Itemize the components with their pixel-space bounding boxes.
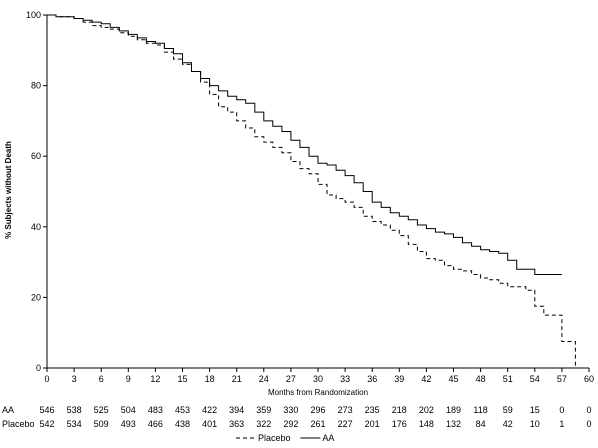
risk-count: 509 [94,419,109,429]
risk-count: 493 [121,419,136,429]
risk-count: 322 [256,419,271,429]
x-axis-ticks: 0 3 6 9 12 15 18 21 24 27 30 33 36 39 42 45 48 51 54 57 60 [44,368,594,384]
risk-table: AA 546 538 525 504 483 453 422 394 359 330 296 273 23… [2,405,592,429]
y-tick-label: 0 [36,363,41,373]
x-tick-label: 30 [313,374,323,384]
series-line-aa [47,14,562,275]
risk-count: 201 [365,419,380,429]
risk-count: 235 [365,405,380,415]
risk-count: 296 [310,405,325,415]
x-tick-label: 6 [99,374,104,384]
legend-label-placebo: Placebo [258,433,291,443]
risk-count: 546 [39,405,54,415]
risk-count: 261 [310,419,325,429]
series-layer [47,14,576,368]
x-tick-label: 15 [177,374,187,384]
risk-count: 453 [175,405,190,415]
risk-count: 394 [229,405,244,415]
risk-count: 359 [256,405,271,415]
risk-count: 189 [446,405,461,415]
risk-count: 542 [39,419,54,429]
risk-count: 483 [148,405,163,415]
legend: Placebo AA [236,433,334,443]
risk-count: 176 [392,419,407,429]
risk-count: 0 [559,405,564,415]
risk-row-label: Placebo [2,419,35,429]
x-tick-label: 51 [503,374,513,384]
y-tick-label: 80 [31,81,41,91]
risk-count: 148 [419,419,434,429]
x-tick-label: 9 [126,374,131,384]
risk-count: 10 [530,419,540,429]
legend-label-aa: AA [322,433,334,443]
x-tick-label: 21 [232,374,242,384]
risk-row-label: AA [2,405,14,415]
risk-count: 538 [67,405,82,415]
x-tick-label: 57 [557,374,567,384]
x-tick-label: 48 [476,374,486,384]
x-tick-label: 18 [205,374,215,384]
x-tick-label: 27 [286,374,296,384]
risk-count: 0 [586,419,591,429]
risk-count: 401 [202,419,217,429]
risk-count: 525 [94,405,109,415]
x-tick-label: 39 [394,374,404,384]
risk-count: 132 [446,419,461,429]
risk-count: 84 [476,419,486,429]
y-tick-label: 60 [31,151,41,161]
risk-count: 363 [229,419,244,429]
risk-count: 438 [175,419,190,429]
x-tick-label: 3 [72,374,77,384]
risk-count: 504 [121,405,136,415]
risk-count: 42 [503,419,513,429]
y-axis-title: % Subjects without Death [4,141,13,239]
risk-count: 227 [338,419,353,429]
risk-count: 422 [202,405,217,415]
y-tick-label: 100 [26,10,41,20]
x-tick-label: 60 [584,374,594,384]
risk-count: 59 [503,405,513,415]
risk-count: 273 [338,405,353,415]
risk-count: 0 [586,405,591,415]
series-line-placebo [47,14,576,368]
y-tick-label: 20 [31,292,41,302]
risk-count: 292 [283,419,298,429]
x-axis-title: Months from Randomization [268,388,368,397]
x-tick-label: 36 [367,374,377,384]
risk-count: 466 [148,419,163,429]
risk-count: 118 [473,405,487,415]
risk-count: 330 [283,405,298,415]
risk-count: 218 [392,405,407,415]
x-tick-label: 54 [530,374,540,384]
risk-count: 202 [419,405,434,415]
x-tick-label: 42 [421,374,431,384]
risk-count: 15 [530,405,540,415]
y-axis-ticks: 0 20 40 60 80 100 [26,10,47,373]
x-tick-label: 12 [150,374,160,384]
risk-count: 1 [559,419,564,429]
x-tick-label: 45 [448,374,458,384]
y-tick-label: 40 [31,222,41,232]
x-tick-label: 24 [259,374,269,384]
x-tick-label: 33 [340,374,350,384]
risk-count: 534 [67,419,82,429]
x-tick-label: 0 [44,374,49,384]
